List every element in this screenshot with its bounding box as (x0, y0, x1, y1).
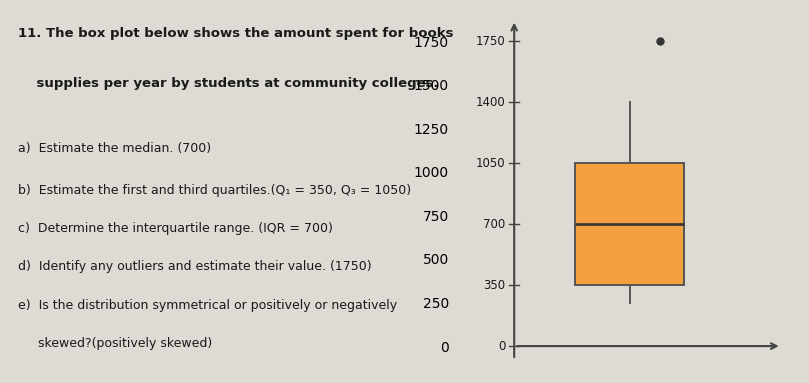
Text: 350: 350 (484, 278, 506, 291)
Text: 1750: 1750 (476, 34, 506, 47)
Text: a)  Estimate the median. (700): a) Estimate the median. (700) (18, 142, 211, 155)
Text: 1050: 1050 (476, 157, 506, 170)
Text: e)  Is the distribution symmetrical or positively or negatively: e) Is the distribution symmetrical or po… (18, 299, 397, 312)
Text: 1400: 1400 (476, 96, 506, 109)
Text: b)  Estimate the first and third quartiles.(Q₁ = 350, Q₃ = 1050): b) Estimate the first and third quartile… (18, 184, 411, 197)
Text: skewed?(positively skewed): skewed?(positively skewed) (18, 337, 213, 350)
Bar (575, 163, 684, 285)
Text: 11. The box plot below shows the amount spent for books and: 11. The box plot below shows the amount … (18, 27, 486, 40)
Text: 700: 700 (484, 218, 506, 231)
Text: supplies per year by students at community colleges.: supplies per year by students at communi… (18, 77, 438, 90)
Text: c)  Determine the interquartile range. (IQR = 700): c) Determine the interquartile range. (I… (18, 222, 333, 235)
Text: d)  Identify any outliers and estimate their value. (1750): d) Identify any outliers and estimate th… (18, 260, 372, 273)
Text: 0: 0 (498, 340, 506, 353)
